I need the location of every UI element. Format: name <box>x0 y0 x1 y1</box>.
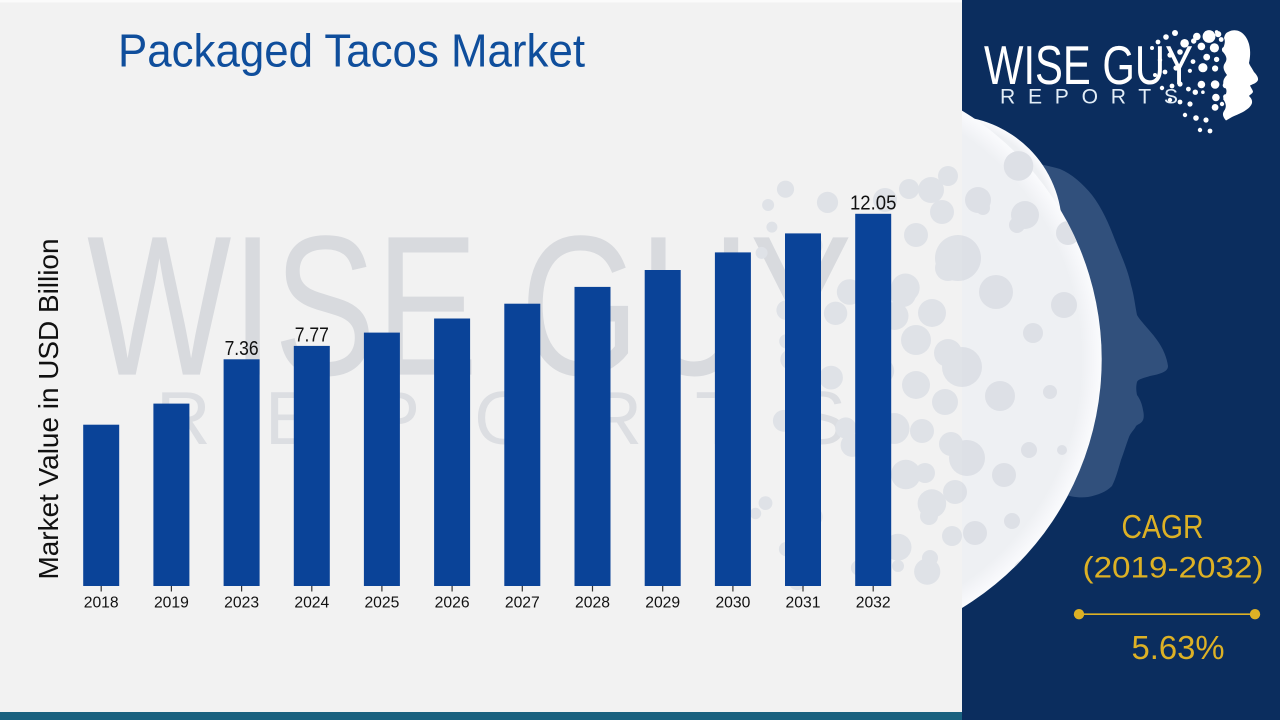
svg-text:2024: 2024 <box>294 595 329 612</box>
svg-text:2030: 2030 <box>715 595 750 612</box>
svg-text:(2019-2032): (2019-2032) <box>1083 552 1264 585</box>
svg-text:2023: 2023 <box>224 595 259 612</box>
svg-text:5.63%: 5.63% <box>1132 630 1225 667</box>
svg-text:2019: 2019 <box>154 595 189 612</box>
svg-text:2026: 2026 <box>435 595 470 612</box>
svg-text:Market Value in USD Billion: Market Value in USD Billion <box>33 239 64 580</box>
svg-text:Packaged Tacos Market: Packaged Tacos Market <box>118 25 585 77</box>
svg-text:CAGR: CAGR <box>1122 508 1204 546</box>
svg-text:2028: 2028 <box>575 595 610 612</box>
svg-text:2025: 2025 <box>364 595 399 612</box>
svg-text:2032: 2032 <box>856 595 891 612</box>
svg-text:2029: 2029 <box>645 595 680 612</box>
svg-text:WISE GUY: WISE GUY <box>984 34 1193 96</box>
svg-text:7.77: 7.77 <box>295 325 329 347</box>
svg-text:2031: 2031 <box>786 595 821 612</box>
svg-text:7.36: 7.36 <box>225 338 259 360</box>
svg-text:2027: 2027 <box>505 595 540 612</box>
svg-text:12.05: 12.05 <box>850 192 896 214</box>
svg-text:2018: 2018 <box>84 595 119 612</box>
